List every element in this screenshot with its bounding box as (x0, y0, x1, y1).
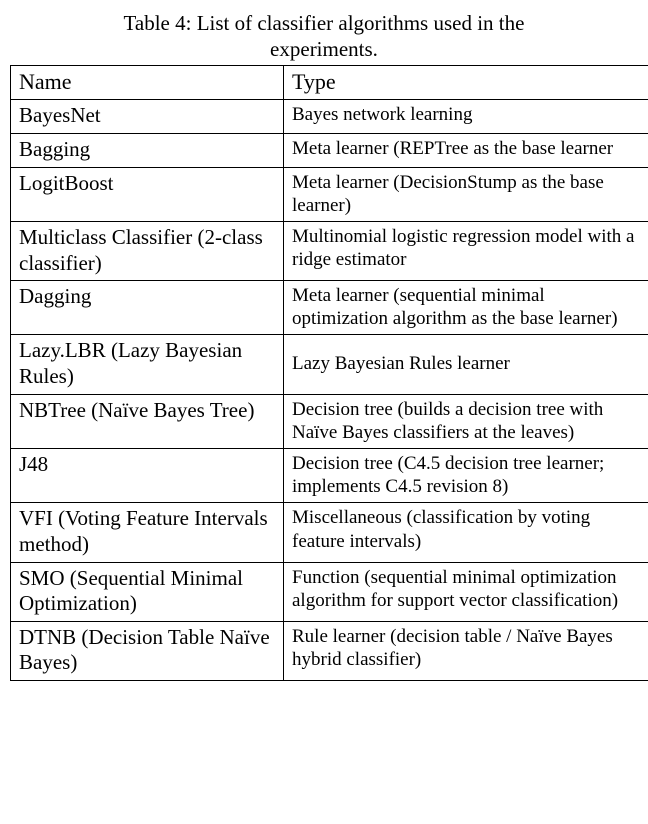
table-row: SMO (Sequential Minimal Optimization) Fu… (11, 562, 648, 621)
table-row: Bagging Meta learner (REPTree as the bas… (11, 133, 648, 167)
classifier-table: Name Type BayesNet Bayes network learnin… (10, 65, 648, 682)
cell-type: Decision tree (C4.5 decision tree learne… (284, 449, 648, 503)
table-row: NBTree (Naïve Bayes Tree) Decision tree … (11, 394, 648, 448)
table-row: BayesNet Bayes network learning (11, 100, 648, 134)
caption-line-2: experiments. (270, 37, 378, 61)
cell-name: VFI (Voting Feature Intervals method) (11, 503, 284, 562)
table-header-row: Name Type (11, 65, 648, 100)
cell-name: NBTree (Naïve Bayes Tree) (11, 394, 284, 448)
table-row: DTNB (Decision Table Naïve Bayes) Rule l… (11, 621, 648, 680)
cell-type: Meta learner (REPTree as the base learne… (284, 133, 648, 167)
table-row: Dagging Meta learner (sequential minimal… (11, 281, 648, 335)
table-row: J48 Decision tree (C4.5 decision tree le… (11, 449, 648, 503)
cell-name: LogitBoost (11, 167, 284, 221)
table-row: LogitBoost Meta learner (DecisionStump a… (11, 167, 648, 221)
cell-type: Bayes network learning (284, 100, 648, 134)
cell-type: Miscellaneous (classification by voting … (284, 503, 648, 562)
cell-name: SMO (Sequential Minimal Optimization) (11, 562, 284, 621)
table-row: Lazy.LBR (Lazy Bayesian Rules) Lazy Baye… (11, 335, 648, 394)
cell-type: Decision tree (builds a decision tree wi… (284, 394, 648, 448)
cell-type: Meta learner (DecisionStump as the base … (284, 167, 648, 221)
table-caption: Table 4: List of classifier algorithms u… (10, 10, 638, 63)
cell-name: Dagging (11, 281, 284, 335)
cell-name: Multiclass Classifier (2-class classifie… (11, 221, 284, 280)
caption-line-1: Table 4: List of classifier algorithms u… (124, 11, 525, 35)
header-name: Name (11, 65, 284, 100)
cell-type: Function (sequential minimal optimizatio… (284, 562, 648, 621)
header-type: Type (284, 65, 648, 100)
cell-name: J48 (11, 449, 284, 503)
table-row: VFI (Voting Feature Intervals method) Mi… (11, 503, 648, 562)
cell-type: Lazy Bayesian Rules learner (284, 335, 648, 394)
cell-name: DTNB (Decision Table Naïve Bayes) (11, 621, 284, 680)
table-row: Multiclass Classifier (2-class classifie… (11, 221, 648, 280)
cell-name: Bagging (11, 133, 284, 167)
cell-name: BayesNet (11, 100, 284, 134)
cell-type: Rule learner (decision table / Naïve Bay… (284, 621, 648, 680)
cell-type: Meta learner (sequential minimal optimiz… (284, 281, 648, 335)
cell-name: Lazy.LBR (Lazy Bayesian Rules) (11, 335, 284, 394)
cell-type: Multinomial logistic regression model wi… (284, 221, 648, 280)
